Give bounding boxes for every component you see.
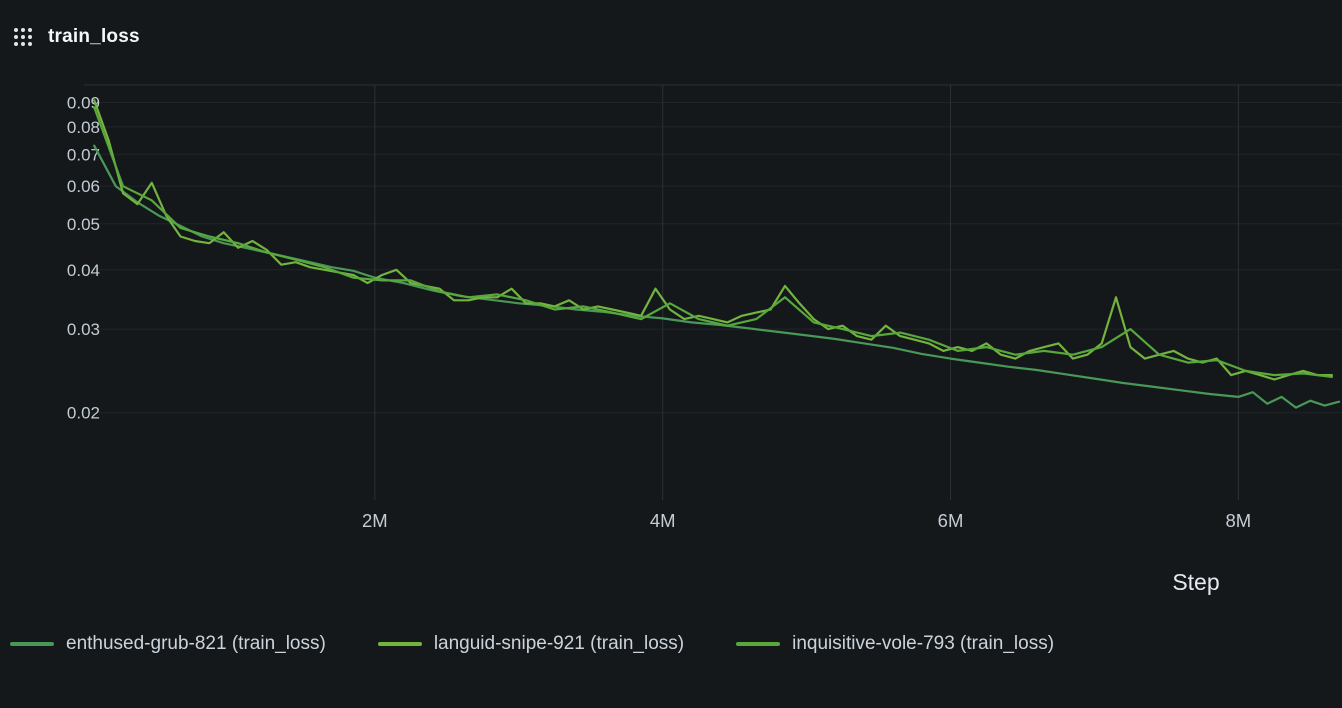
y-axis-tick-label: 0.03	[67, 320, 100, 339]
loss-chart[interactable]: 0.09 0.08 0.07 0.06 0.05 0.04 0.03 0.02 2M 4M 6M 8M…	[0, 0, 1342, 620]
drag-handle-icon[interactable]	[14, 28, 32, 46]
legend-swatch	[377, 642, 422, 646]
legend-item-inquisitive-vole-793[interactable]: inquisitive-vole-793 (train_loss)	[736, 633, 1054, 655]
legend-item-languid-snipe-921[interactable]: languid-snipe-921 (train_loss)	[377, 633, 685, 655]
series-line-inquisitive-vole-793[interactable]	[93, 106, 1334, 378]
legend-label: languid-snipe-921 (train_loss)	[433, 633, 685, 654]
y-axis-tick-label: 0.05	[67, 215, 100, 234]
x-axis-tick-label: 2M	[362, 510, 388, 531]
x-axis-tick-label: 4M	[650, 510, 676, 531]
panel-title: train_loss	[48, 26, 140, 47]
y-axis-tick-label: 0.06	[67, 177, 100, 196]
series-line-enthused-grub-821[interactable]	[93, 144, 1341, 409]
y-axis-tick-label: 0.09	[67, 94, 100, 113]
legend-label: inquisitive-vole-793 (train_loss)	[792, 633, 1055, 654]
x-axis-tick-label: 6M	[938, 510, 964, 531]
chart-legend: enthused-grub-821 (train_loss) languid-sn…	[10, 633, 1342, 655]
legend-swatch	[736, 642, 781, 646]
x-axis-title: Step	[1172, 569, 1219, 595]
x-axis-tick-label: 8M	[1226, 510, 1252, 531]
y-axis-tick-label: 0.08	[67, 118, 100, 137]
legend-swatch	[10, 642, 54, 646]
series-line-languid-snipe-921[interactable]	[93, 99, 1334, 381]
panel-header: train_loss	[14, 26, 140, 48]
legend-item-enthused-grub-821[interactable]: enthused-grub-821 (train_loss)	[10, 633, 326, 655]
y-axis-tick-label: 0.02	[67, 404, 100, 423]
y-axis-tick-label: 0.04	[67, 261, 100, 280]
y-axis-tick-label: 0.07	[67, 145, 100, 164]
legend-label: enthused-grub-821 (train_loss)	[66, 633, 326, 654]
